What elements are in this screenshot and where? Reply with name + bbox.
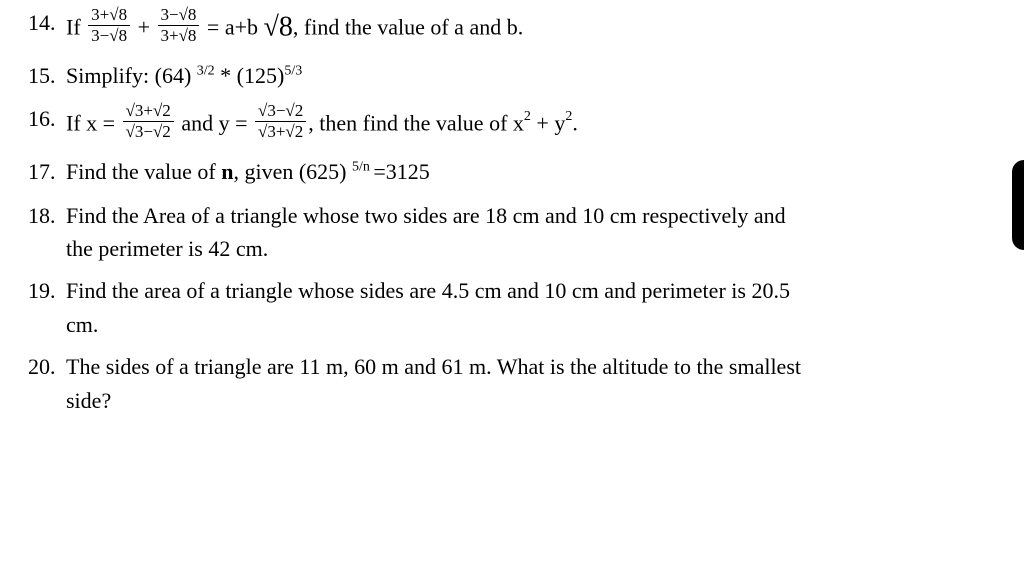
q16-f1d: √3−√2 [123, 122, 174, 141]
q19-number: 19. [28, 276, 66, 306]
q18-number: 18. [28, 201, 66, 231]
q14-f1d: 3−√8 [88, 26, 130, 45]
q17-a: Find the value of [66, 159, 221, 184]
q14-tail: , find the value of a and b. [293, 15, 523, 40]
question-15: 15. Simplify: (64) 3/2 * (125)5/3 [28, 61, 1024, 91]
q16-number: 16. [28, 104, 66, 134]
q15-exp1: 3/2 [197, 63, 215, 78]
q17-c: =3125 [373, 159, 429, 184]
q15-number: 15. [28, 61, 66, 91]
q17-body: Find the value of n, given (625) 5/n =31… [66, 157, 430, 187]
q14-root: √8 [264, 11, 293, 42]
question-19: 19. Find the area of a triangle whose si… [28, 276, 1024, 306]
question-20: 20. The sides of a triangle are 11 m, 60… [28, 352, 1024, 382]
q17-number: 17. [28, 157, 66, 187]
q16-f2d: √3+√2 [255, 122, 306, 141]
q14-number: 14. [28, 8, 66, 38]
q14-body: If 3+√83−√8 + 3−√83+√8 = a+b √8, find th… [66, 8, 523, 47]
q20-line2: side? [66, 388, 1024, 414]
q14-frac1: 3+√83−√8 [88, 6, 130, 45]
q16-tail: . [572, 111, 578, 136]
q14-f2n: 3−√8 [158, 6, 200, 26]
q16-mid2: , then find the value of x [308, 111, 524, 136]
q15-body: Simplify: (64) 3/2 * (125)5/3 [66, 61, 302, 91]
q17-b: , given (625) [233, 159, 352, 184]
q20-number: 20. [28, 352, 66, 382]
q15-a: Simplify: (64) [66, 63, 197, 88]
q15-mid: * (125) [215, 63, 285, 88]
q17-n: n [221, 159, 233, 184]
page: 14. If 3+√83−√8 + 3−√83+√8 = a+b √8, fin… [0, 0, 1024, 414]
q17-exp: 5/n [352, 160, 373, 175]
q18-line1: Find the Area of a triangle whose two si… [66, 201, 786, 231]
q14-eq: = a+b [201, 15, 263, 40]
side-indicator [1012, 160, 1024, 250]
q14-f2d: 3+√8 [158, 26, 200, 45]
q16-mid1: and y = [176, 111, 253, 136]
q16-sup1: 2 [524, 109, 531, 124]
q14-plus: + [132, 15, 155, 40]
q16-f1n: √3+√2 [123, 102, 174, 122]
q14-lead: If [66, 15, 86, 40]
q15-exp2: 5/3 [284, 63, 302, 78]
q18-line2: the perimeter is 42 cm. [66, 236, 1024, 262]
question-18: 18. Find the Area of a triangle whose tw… [28, 201, 1024, 231]
question-14: 14. If 3+√83−√8 + 3−√83+√8 = a+b √8, fin… [28, 8, 1024, 47]
q16-body: If x = √3+√2√3−√2 and y = √3−√2√3+√2, th… [66, 104, 578, 143]
question-17: 17. Find the value of n, given (625) 5/n… [28, 157, 1024, 187]
q14-frac2: 3−√83+√8 [158, 6, 200, 45]
question-16: 16. If x = √3+√2√3−√2 and y = √3−√2√3+√2… [28, 104, 1024, 143]
q14-f1n: 3+√8 [88, 6, 130, 26]
q19-line2: cm. [66, 312, 1024, 338]
q19-line1: Find the area of a triangle whose sides … [66, 276, 790, 306]
q16-frac1: √3+√2√3−√2 [123, 102, 174, 141]
q20-line1: The sides of a triangle are 11 m, 60 m a… [66, 352, 801, 382]
q16-lead: If x = [66, 111, 121, 136]
q16-frac2: √3−√2√3+√2 [255, 102, 306, 141]
q16-f2n: √3−√2 [255, 102, 306, 122]
q16-mid3: + y [531, 111, 565, 136]
